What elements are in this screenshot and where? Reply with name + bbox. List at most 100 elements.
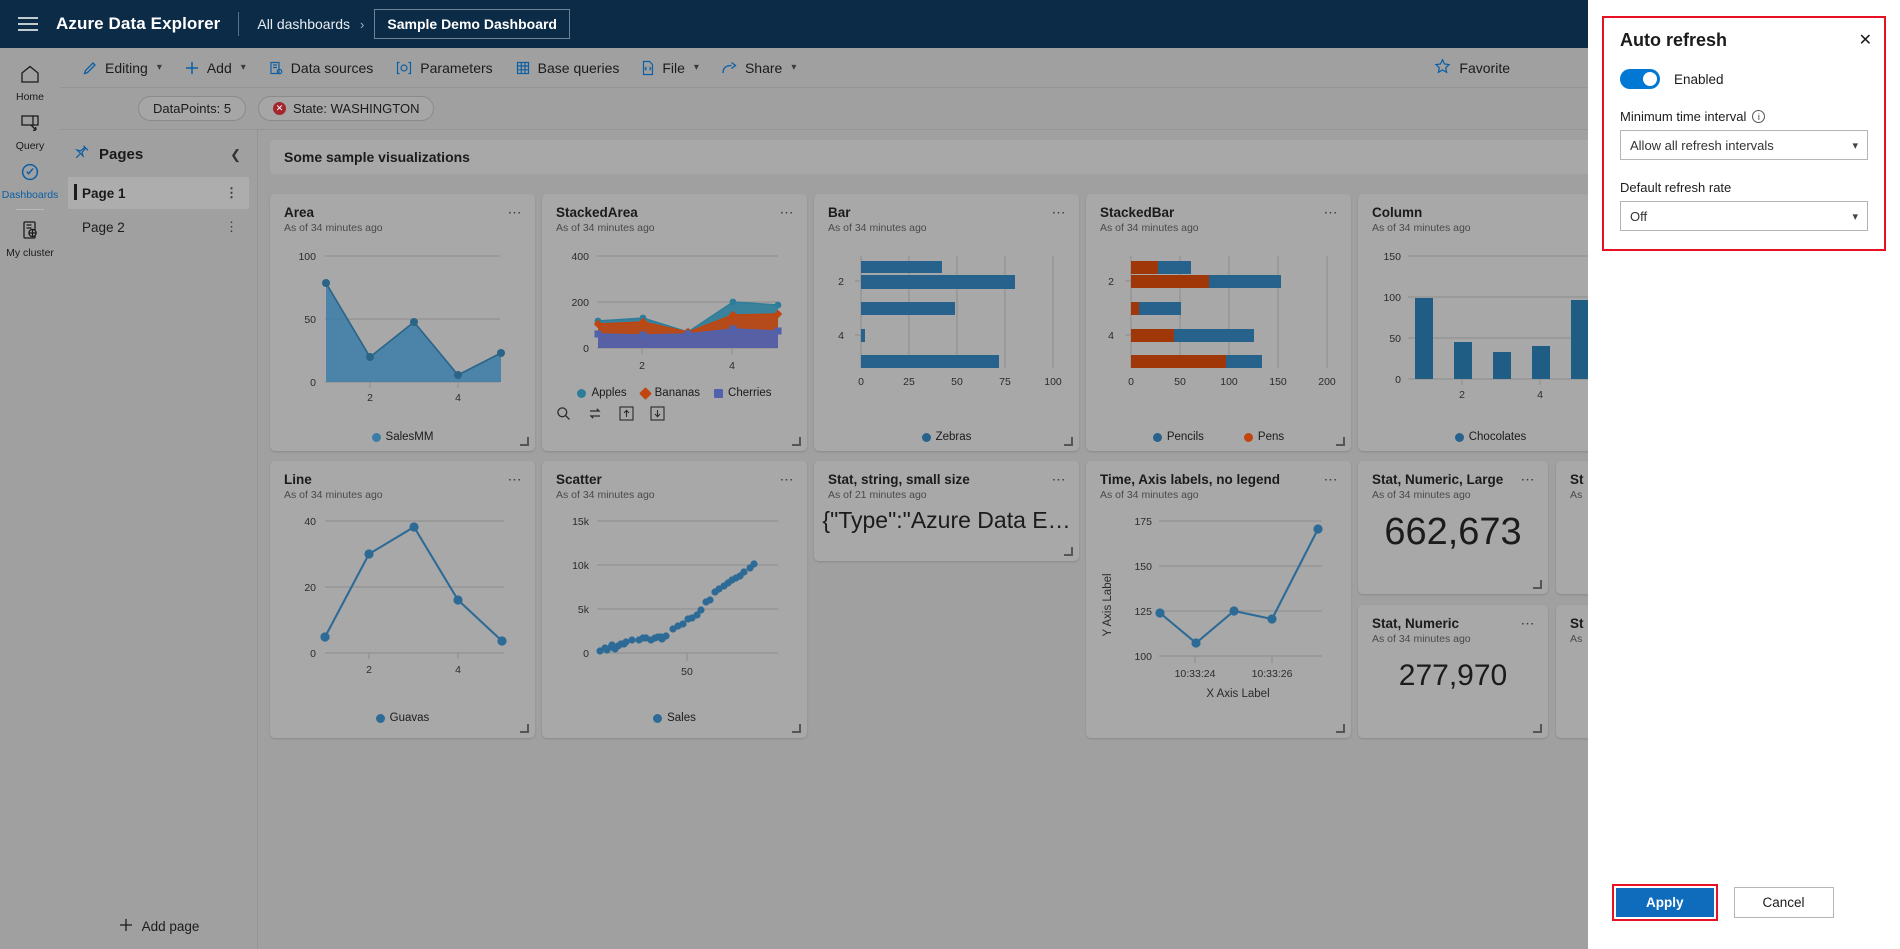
tile-stat-numeric-more-icon[interactable]: ⋯ bbox=[1520, 615, 1536, 631]
command-file-label: File bbox=[662, 59, 685, 76]
tile-scatter[interactable]: Scatter As of 34 minutes ago ⋯ 15k 10k 5… bbox=[542, 461, 807, 738]
filter-chip-datapoints[interactable]: DataPoints: 5 bbox=[138, 96, 247, 121]
legend-item-cherries[interactable]: Cherries bbox=[714, 387, 772, 399]
page-1-more-icon[interactable]: ⋮ bbox=[225, 185, 239, 200]
tile-stat-string-more-icon[interactable]: ⋯ bbox=[1051, 471, 1067, 487]
pages-panel-header: Pages ❮ bbox=[60, 130, 257, 175]
tile-resize-handle[interactable] bbox=[520, 724, 529, 733]
command-editing[interactable]: Editing ▾ bbox=[82, 60, 162, 76]
tile-column[interactable]: Column As of 34 minutes ago ⋯ 150 100 50… bbox=[1358, 194, 1623, 451]
tile-area[interactable]: Area As of 34 minutes ago ⋯ 100 50 0 2 4 bbox=[270, 194, 535, 451]
tile-line[interactable]: Line As of 34 minutes ago ⋯ 40 20 0 2 4 bbox=[270, 461, 535, 738]
tile-time-axis-more-icon[interactable]: ⋯ bbox=[1323, 471, 1339, 487]
svg-text:200: 200 bbox=[1318, 376, 1336, 388]
reset-icon[interactable] bbox=[587, 406, 603, 421]
tile-resize-handle[interactable] bbox=[1533, 580, 1542, 589]
breadcrumb-all-dashboards[interactable]: All dashboards bbox=[257, 16, 351, 32]
favorite-button[interactable]: Favorite bbox=[1434, 58, 1510, 77]
tile-stat-string[interactable]: Stat, string, small size As of 21 minute… bbox=[814, 461, 1079, 561]
filter-chip-state[interactable]: ✕ State: WASHINGTON bbox=[258, 96, 435, 121]
svg-text:150: 150 bbox=[1383, 251, 1401, 263]
legend-item-apples[interactable]: Apples bbox=[577, 387, 627, 399]
tile-resize-handle[interactable] bbox=[1336, 724, 1345, 733]
app-brand-title: Azure Data Explorer bbox=[56, 14, 221, 33]
tile-resize-handle[interactable] bbox=[1533, 724, 1542, 733]
legend-item-pencils[interactable]: Pencils bbox=[1152, 431, 1204, 443]
legend-item-zebras[interactable]: Zebras bbox=[921, 431, 971, 443]
chevron-down-icon: ▾ bbox=[1852, 210, 1858, 223]
rail-item-my-cluster[interactable]: My cluster bbox=[0, 214, 60, 263]
page-list-item-page-1[interactable]: Page 1 ⋮ bbox=[68, 177, 249, 209]
tile-scatter-subtitle: As of 34 minutes ago bbox=[556, 489, 655, 501]
close-icon[interactable]: ✕ bbox=[1858, 32, 1872, 49]
tile-line-more-icon[interactable]: ⋯ bbox=[507, 471, 523, 487]
favorite-label: Favorite bbox=[1459, 59, 1510, 76]
cancel-button[interactable]: Cancel bbox=[1733, 887, 1834, 918]
legend-item-pens[interactable]: Pens bbox=[1243, 431, 1284, 443]
tile-stackedarea[interactable]: StackedArea As of 34 minutes ago ⋯ 400 2… bbox=[542, 194, 807, 451]
svg-text:100: 100 bbox=[1383, 292, 1401, 304]
info-icon[interactable]: i bbox=[1752, 110, 1766, 123]
chevron-left-icon[interactable]: ❮ bbox=[230, 146, 241, 162]
tile-time-axis[interactable]: Time, Axis labels, no legend As of 34 mi… bbox=[1086, 461, 1351, 738]
command-base-queries[interactable]: Base queries bbox=[515, 60, 619, 76]
auto-refresh-toggle[interactable] bbox=[1620, 69, 1660, 89]
tile-stackedbar-more-icon[interactable]: ⋯ bbox=[1323, 204, 1339, 220]
command-share[interactable]: Share ▾ bbox=[721, 60, 796, 76]
tile-scatter-more-icon[interactable]: ⋯ bbox=[779, 471, 795, 487]
star-icon bbox=[1434, 58, 1451, 77]
tile-stackedbar[interactable]: StackedBar As of 34 minutes ago ⋯ 0 50 1… bbox=[1086, 194, 1351, 451]
search-icon[interactable] bbox=[556, 406, 571, 421]
tile-resize-handle[interactable] bbox=[1064, 547, 1073, 556]
tile-resize-handle[interactable] bbox=[792, 437, 801, 446]
legend-item-bananas[interactable]: Bananas bbox=[638, 386, 700, 400]
apply-button[interactable]: Apply bbox=[1616, 888, 1714, 917]
up-icon[interactable] bbox=[619, 406, 634, 421]
share-icon bbox=[721, 60, 738, 76]
tile-bar-more-icon[interactable]: ⋯ bbox=[1051, 204, 1067, 220]
tile-stackedarea-more-icon[interactable]: ⋯ bbox=[779, 204, 795, 220]
breadcrumb-current-dashboard[interactable]: Sample Demo Dashboard bbox=[374, 9, 570, 39]
command-parameters[interactable]: Parameters bbox=[395, 60, 493, 76]
auto-refresh-toggle-label: Enabled bbox=[1674, 71, 1724, 87]
tile-bar[interactable]: Bar As of 34 minutes ago ⋯ 0 25 50 75 10… bbox=[814, 194, 1079, 451]
command-file[interactable]: File ▾ bbox=[641, 60, 699, 76]
down-icon[interactable] bbox=[650, 406, 665, 421]
unpin-icon[interactable] bbox=[74, 144, 90, 165]
svg-text:2: 2 bbox=[366, 664, 372, 676]
tile-stat-numeric-large-more-icon[interactable]: ⋯ bbox=[1520, 471, 1536, 487]
svg-text:0: 0 bbox=[310, 377, 316, 389]
default-refresh-rate-label: Default refresh rate bbox=[1620, 180, 1732, 195]
page-list-item-page-2[interactable]: Page 2 ⋮ bbox=[68, 211, 249, 243]
svg-text:4: 4 bbox=[455, 664, 461, 676]
tile-resize-handle[interactable] bbox=[792, 724, 801, 733]
auto-refresh-panel: Auto refresh ✕ Enabled Minimum time inte… bbox=[1588, 0, 1900, 949]
legend-label-apples: Apples bbox=[591, 387, 627, 399]
minimum-time-interval-label: Minimum time interval bbox=[1620, 109, 1747, 124]
pages-panel-title: Pages bbox=[99, 146, 144, 163]
rail-item-query[interactable]: Query bbox=[0, 107, 60, 156]
add-page-button[interactable]: Add page bbox=[60, 918, 258, 935]
tile-resize-handle[interactable] bbox=[1064, 437, 1073, 446]
tile-stat-numeric-large-title: Stat, Numeric, Large bbox=[1372, 472, 1504, 487]
command-data-sources[interactable]: Data sources bbox=[268, 60, 373, 76]
legend-item-guavas[interactable]: Guavas bbox=[375, 712, 429, 724]
rail-item-home[interactable]: Home bbox=[0, 58, 60, 107]
legend-item-sales[interactable]: Sales bbox=[653, 712, 696, 724]
svg-text:100: 100 bbox=[1134, 651, 1152, 663]
rail-item-dashboards[interactable]: Dashboards bbox=[0, 156, 60, 205]
legend-item-salesmm[interactable]: SalesMM bbox=[371, 431, 433, 443]
hamburger-menu-icon[interactable] bbox=[0, 0, 56, 48]
tile-resize-handle[interactable] bbox=[520, 437, 529, 446]
tile-resize-handle[interactable] bbox=[1336, 437, 1345, 446]
legend-item-chocolates[interactable]: Chocolates bbox=[1454, 431, 1526, 443]
remove-filter-icon[interactable]: ✕ bbox=[273, 102, 287, 115]
page-2-more-icon[interactable]: ⋮ bbox=[225, 219, 239, 234]
minimum-time-interval-value: Allow all refresh intervals bbox=[1630, 137, 1774, 153]
default-refresh-rate-dropdown[interactable]: Off ▾ bbox=[1620, 201, 1868, 231]
tile-stat-numeric[interactable]: Stat, Numeric As of 34 minutes ago ⋯ 277… bbox=[1358, 605, 1548, 738]
command-add[interactable]: Add ▾ bbox=[184, 60, 246, 76]
minimum-time-interval-dropdown[interactable]: Allow all refresh intervals ▾ bbox=[1620, 130, 1868, 160]
tile-stat-numeric-large[interactable]: Stat, Numeric, Large As of 34 minutes ag… bbox=[1358, 461, 1548, 594]
tile-area-more-icon[interactable]: ⋯ bbox=[507, 204, 523, 220]
